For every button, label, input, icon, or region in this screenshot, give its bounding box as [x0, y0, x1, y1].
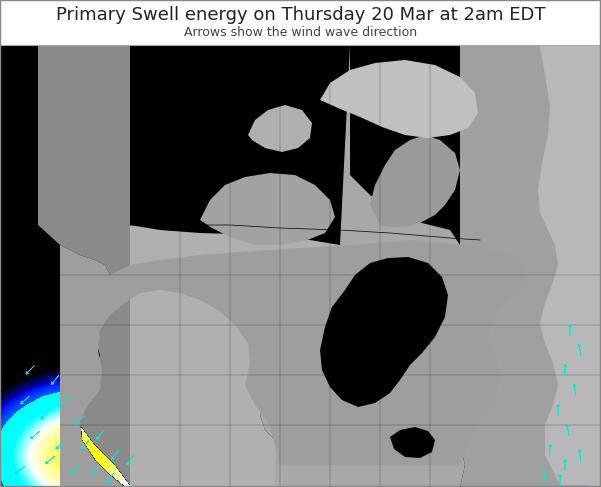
FancyArrow shape: [544, 469, 548, 481]
FancyArrow shape: [15, 467, 25, 473]
FancyArrow shape: [31, 431, 40, 439]
FancyArrow shape: [111, 450, 119, 460]
Text: Primary Swell energy on Thursday 20 Mar at 2am EDT: Primary Swell energy on Thursday 20 Mar …: [56, 6, 545, 24]
FancyArrow shape: [51, 375, 59, 385]
FancyArrow shape: [566, 424, 569, 436]
FancyArrow shape: [106, 473, 114, 483]
FancyArrow shape: [557, 404, 560, 416]
FancyArrow shape: [127, 455, 133, 465]
FancyArrow shape: [558, 474, 562, 486]
FancyArrow shape: [564, 364, 567, 376]
FancyArrow shape: [91, 466, 99, 475]
FancyArrow shape: [26, 366, 34, 374]
FancyArrow shape: [97, 430, 103, 440]
FancyArrow shape: [578, 449, 581, 461]
FancyArrow shape: [61, 395, 69, 405]
FancyArrow shape: [20, 396, 29, 404]
FancyArrow shape: [573, 384, 576, 396]
FancyArrow shape: [56, 441, 64, 449]
FancyArrow shape: [71, 466, 79, 474]
Text: Arrows show the wind wave direction: Arrows show the wind wave direction: [184, 25, 417, 38]
FancyArrow shape: [81, 440, 89, 450]
FancyArrow shape: [549, 444, 552, 456]
FancyArrow shape: [563, 459, 567, 471]
FancyArrow shape: [76, 416, 84, 424]
FancyArrow shape: [46, 456, 55, 464]
FancyArrow shape: [569, 324, 572, 336]
FancyArrow shape: [578, 344, 581, 356]
FancyArrow shape: [41, 411, 49, 419]
